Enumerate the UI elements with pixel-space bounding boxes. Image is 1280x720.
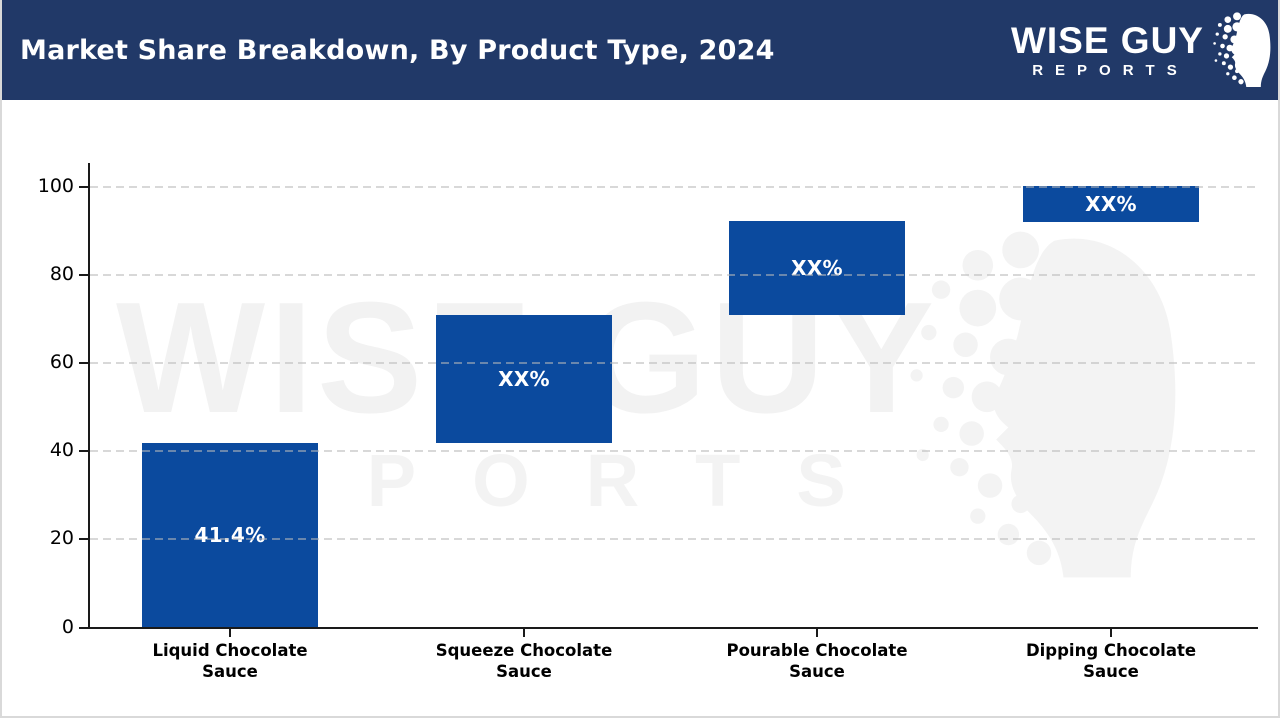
page-header: Market Share Breakdown, By Product Type,…	[0, 0, 1280, 100]
x-tick	[523, 629, 525, 637]
wiseguy-logo: WISE GUY REPORTS	[1011, 5, 1274, 95]
gridline-80	[90, 274, 1258, 276]
x-axis-line	[88, 627, 1258, 629]
y-tick	[79, 450, 88, 452]
y-tick-label: 80	[49, 263, 74, 285]
category-label-line: Squeeze Chocolate	[435, 641, 613, 660]
y-tick	[79, 274, 88, 276]
y-tick	[79, 362, 88, 364]
logo-wordmark: WISE GUY	[1010, 19, 1204, 61]
y-tick	[79, 627, 88, 629]
y-tick-label: 100	[37, 175, 74, 197]
y-tick	[79, 186, 88, 188]
y-tick-label: 60	[49, 351, 74, 373]
gridline-100	[90, 186, 1258, 188]
bar-value-label: XX%	[1085, 192, 1137, 216]
chart-title: Market Share Breakdown, By Product Type,…	[20, 34, 775, 66]
gridline-40	[90, 450, 1258, 452]
watermark-face-icon	[910, 231, 1176, 578]
logo-face-icon	[1213, 12, 1271, 87]
x-tick	[1110, 629, 1112, 637]
category-label-line: Sauce	[1083, 662, 1139, 681]
y-tick-label: 40	[49, 439, 74, 461]
logo-text: WISE GUY REPORTS	[1010, 19, 1204, 79]
category-label-line: Pourable Chocolate	[726, 641, 908, 660]
gridline-20	[90, 538, 1258, 540]
logo-subtitle: REPORTS	[1032, 61, 1189, 79]
category-label-squeeze: Squeeze Chocolate Sauce	[374, 640, 674, 682]
bar-liquid-chocolate-sauce: 41.4%	[142, 443, 318, 627]
y-tick	[79, 538, 88, 540]
category-label-line: Dipping Chocolate	[1025, 641, 1197, 660]
gridline-60	[90, 362, 1258, 364]
category-label-line: Sauce	[202, 662, 258, 681]
category-label-dipping: Dipping Chocolate Sauce	[961, 640, 1261, 682]
bar-value-label: XX%	[791, 256, 843, 280]
category-label-line: Liquid Chocolate	[152, 641, 308, 660]
bar-squeeze-chocolate-sauce: XX%	[436, 315, 612, 443]
category-label-pourable: Pourable Chocolate Sauce	[667, 640, 967, 682]
category-label-line: Sauce	[789, 662, 845, 681]
y-tick-label: 20	[49, 527, 74, 549]
bar-dipping-chocolate-sauce: XX%	[1023, 186, 1199, 222]
bar-value-label: XX%	[498, 367, 550, 391]
category-label-line: Sauce	[496, 662, 552, 681]
x-tick	[229, 629, 231, 637]
bar-pourable-chocolate-sauce: XX%	[729, 221, 905, 315]
x-tick	[816, 629, 818, 637]
bar-value-label: 41.4%	[194, 523, 266, 547]
category-label-liquid: Liquid Chocolate Sauce	[80, 640, 380, 682]
y-axis-line	[88, 163, 90, 629]
y-tick-label: 0	[61, 616, 74, 638]
